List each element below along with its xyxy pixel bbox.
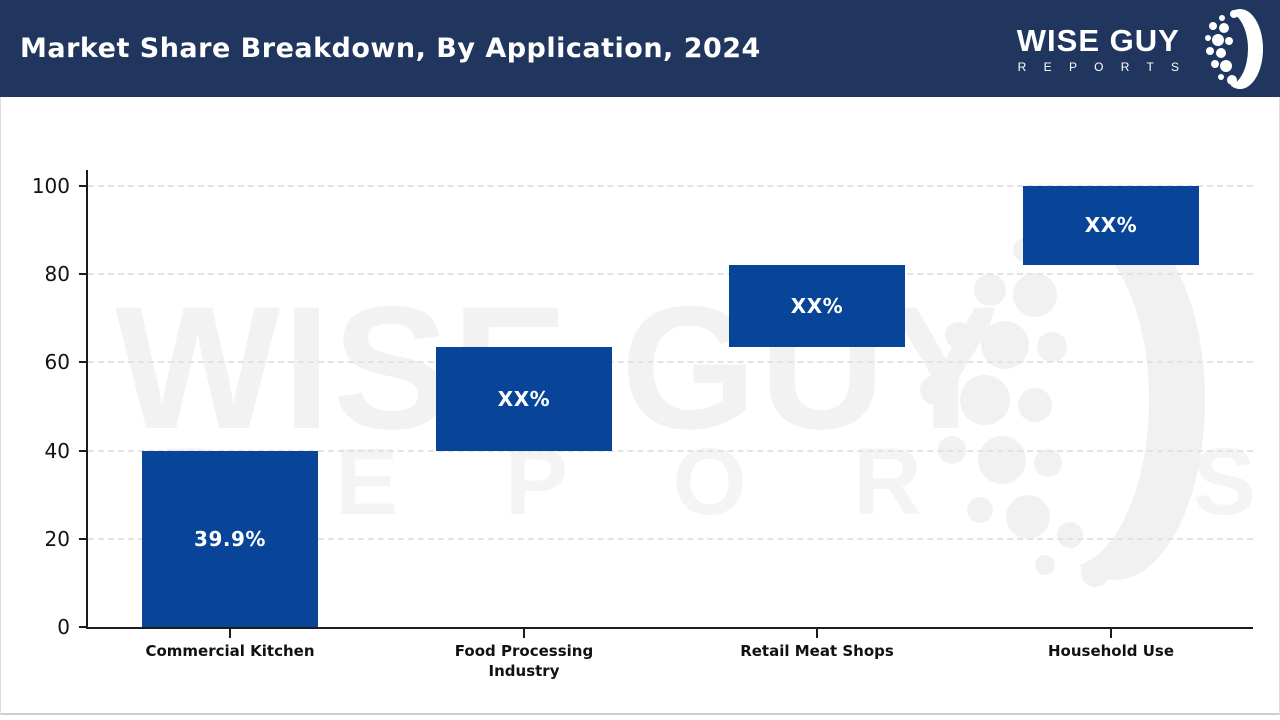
bar-1: 39.9% xyxy=(142,451,318,627)
x-category-label: Household Use xyxy=(1047,642,1174,660)
gridline-100 xyxy=(88,185,1253,187)
y-tick-mark xyxy=(79,273,88,276)
y-tick-label: 60 xyxy=(44,350,70,375)
bar-2: XX% xyxy=(436,347,612,452)
x-axis-line xyxy=(86,627,1253,629)
y-tick-mark xyxy=(79,361,88,364)
wise-guy-reports-logo: WISE GUY R E P O R T S xyxy=(1011,6,1266,92)
x-tick-mark xyxy=(816,629,818,638)
y-tick-mark xyxy=(79,537,88,540)
y-tick-label: 40 xyxy=(44,438,70,463)
gridline-60 xyxy=(88,361,1253,364)
x-category-label: Retail Meat Shops xyxy=(740,642,894,660)
x-category-label: Food Processing Industry xyxy=(454,642,594,681)
x-tick-mark xyxy=(229,629,231,638)
watermark-face-dots-icon xyxy=(920,217,1205,587)
y-tick-label: 0 xyxy=(57,615,70,639)
y-tick-label: 80 xyxy=(44,262,70,287)
bar-value-label: XX% xyxy=(497,387,551,412)
logo-face-dots-icon xyxy=(1205,9,1263,89)
bar-value-label: 39.9% xyxy=(194,527,266,551)
gridline-20 xyxy=(88,537,1253,540)
gridline-40 xyxy=(88,449,1253,452)
x-tick-mark xyxy=(1110,629,1112,638)
logo-text: WISE GUY R E P O R T S xyxy=(1011,23,1186,74)
logo-subtitle: R E P O R T S xyxy=(1017,59,1186,74)
y-tick-mark xyxy=(79,185,88,187)
page-title: Market Share Breakdown, By Application, … xyxy=(20,33,761,64)
bar-3: XX% xyxy=(729,264,905,348)
y-tick-label: 20 xyxy=(44,526,70,551)
y-tick-mark xyxy=(79,449,88,452)
bar-value-label: XX% xyxy=(1084,213,1138,238)
bottom-divider xyxy=(0,713,1280,715)
y-tick-mark xyxy=(79,626,88,628)
left-edge-divider xyxy=(0,97,1,714)
x-category-label: Commercial Kitchen xyxy=(145,642,315,660)
bar-value-label: XX% xyxy=(790,294,844,319)
x-tick-mark xyxy=(523,629,525,638)
gridline-80 xyxy=(88,273,1253,276)
logo-wordmark: WISE GUY xyxy=(1016,23,1180,59)
y-axis-line xyxy=(86,170,88,629)
y-tick-label: 100 xyxy=(31,174,70,198)
header-bar: Market Share Breakdown, By Application, … xyxy=(0,0,1280,97)
bar-4: XX% xyxy=(1023,186,1199,265)
